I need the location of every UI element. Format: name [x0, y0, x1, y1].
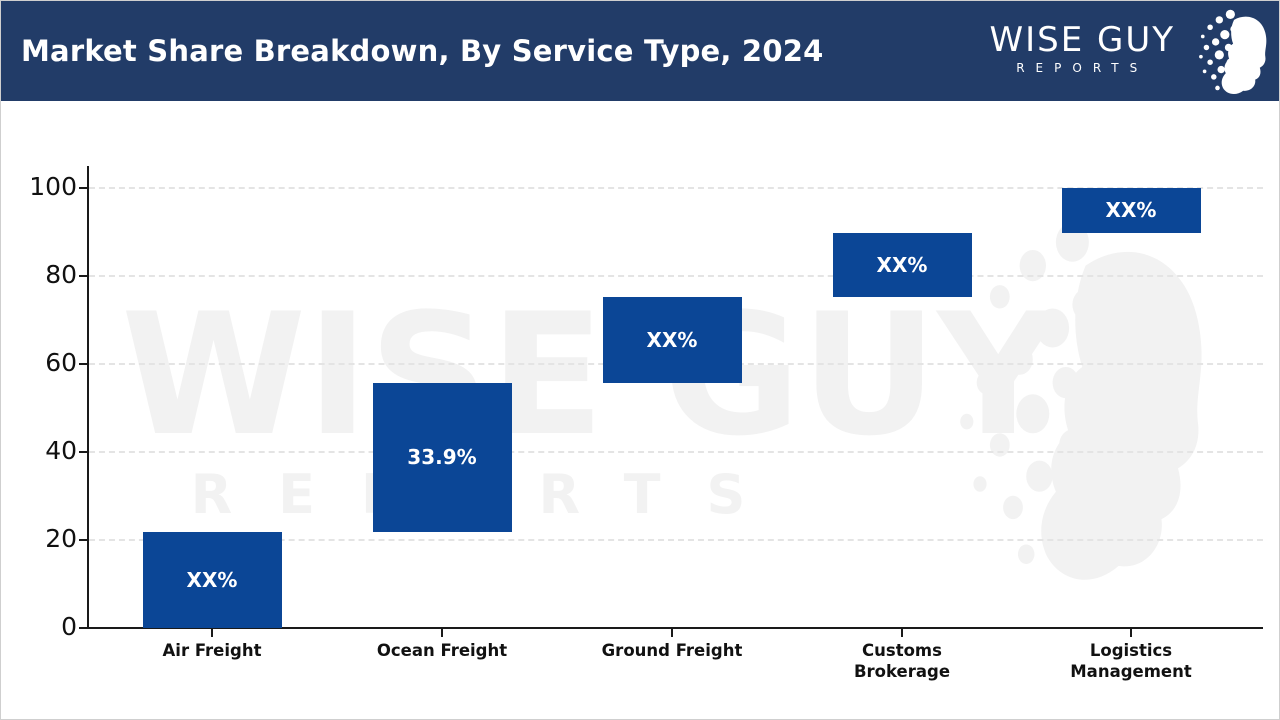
y-tick-mark	[79, 451, 88, 453]
y-tick-label: 40	[45, 436, 77, 465]
bar-value-label: XX%	[876, 252, 928, 277]
bar-ocean-freight: 33.9%	[372, 382, 512, 533]
bar-value-label: XX%	[646, 328, 698, 352]
x-axis-line	[87, 627, 1263, 629]
header-band: Market Share Breakdown, By Service Type,…	[1, 1, 1279, 101]
bar-air-freight: XX%	[142, 532, 282, 628]
bar-value-label: XX%	[1105, 198, 1157, 223]
x-category-label: Customs Brokerage	[853, 641, 951, 681]
chart-title: Market Share Breakdown, By Service Type,…	[21, 34, 824, 68]
x-tick-mark	[901, 629, 903, 637]
y-tick-label: 20	[45, 524, 77, 553]
x-category-label: Air Freight	[162, 641, 262, 660]
y-tick-mark	[79, 539, 88, 541]
logo-wordmark: WISE GUY	[989, 20, 1175, 60]
logo-text: WISE GUY REPORTS	[989, 20, 1175, 75]
y-tick-mark	[79, 275, 88, 277]
bar-ground-freight: XX%	[602, 297, 742, 383]
y-tick-label: 60	[45, 348, 77, 377]
y-axis-line	[87, 166, 89, 629]
x-category-label: Ground Freight	[601, 641, 743, 660]
y-tick-label: 0	[61, 612, 77, 641]
bar-value-label: XX%	[186, 568, 238, 593]
x-tick-mark	[211, 629, 213, 637]
x-tick-mark	[1130, 629, 1132, 637]
y-tick-mark	[79, 187, 88, 189]
x-category-label: Ocean Freight	[376, 641, 508, 660]
x-category-label: Logistics Management	[1070, 641, 1192, 681]
gridline-80	[89, 275, 1263, 277]
dotted-face-icon	[1199, 9, 1267, 94]
y-tick-label: 100	[29, 172, 77, 201]
bar-logistics-management: XX%	[1061, 188, 1201, 233]
gridline-100	[89, 187, 1263, 189]
y-tick-mark	[79, 363, 88, 365]
y-tick-label: 80	[45, 260, 77, 289]
x-tick-mark	[671, 629, 673, 637]
gridline-40	[89, 451, 1263, 453]
y-tick-mark	[79, 627, 88, 629]
bar-customs-brokerage: XX%	[832, 232, 972, 298]
bar-value-label: 33.9%	[407, 445, 477, 470]
wise-guy-logo: WISE GUY REPORTS	[989, 5, 1267, 97]
x-tick-mark	[441, 629, 443, 637]
logo-subtitle: REPORTS	[1016, 60, 1149, 75]
gridline-20	[89, 539, 1263, 541]
